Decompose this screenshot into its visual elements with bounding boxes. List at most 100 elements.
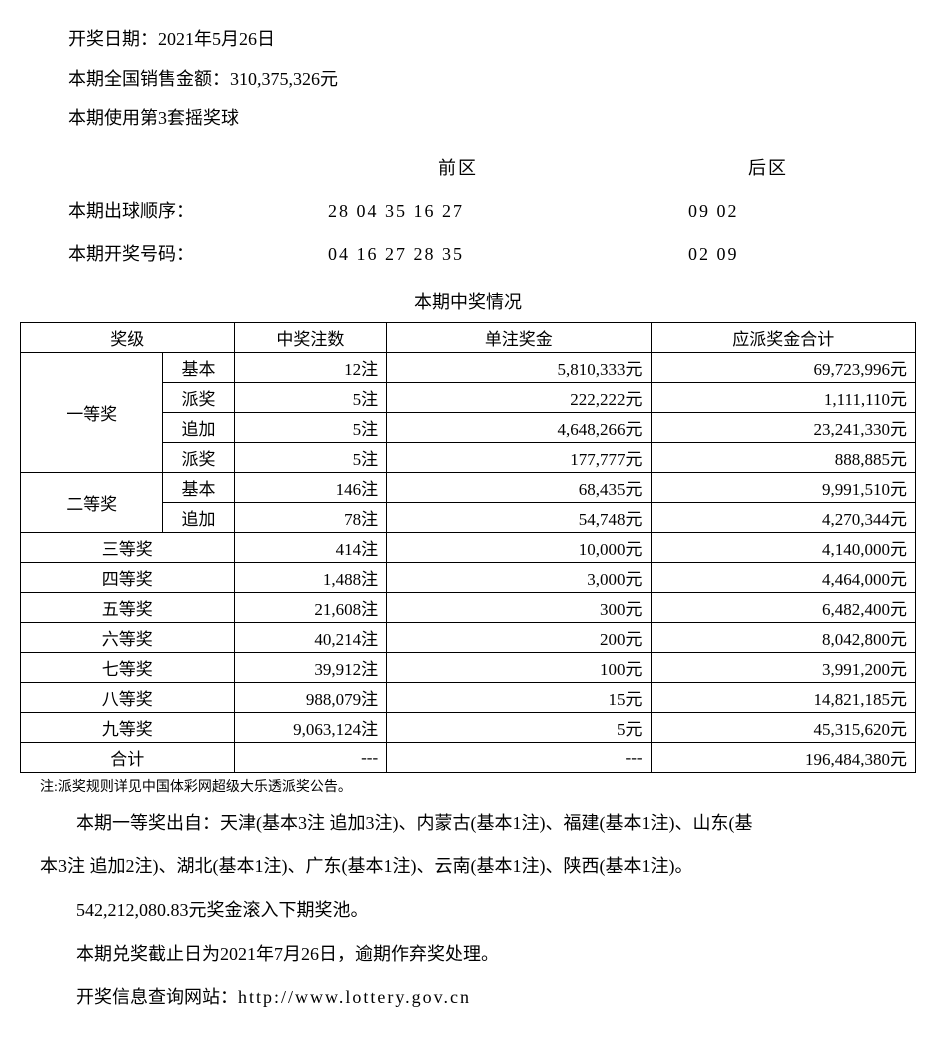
tier5-label: 五等奖 (21, 593, 235, 623)
tier2-add-count: 78注 (234, 503, 387, 533)
tier1-bonus2-count: 5注 (234, 443, 387, 473)
tier5-total: 6,482,400元 (651, 593, 915, 623)
table-row: 三等奖 414注 10,000元 4,140,000元 (21, 533, 916, 563)
draw-order-label: 本期出球顺序： (68, 190, 328, 233)
tier1-add-sub: 追加 (163, 413, 234, 443)
sum-total: 196,484,380元 (651, 743, 915, 773)
sales-label: 本期全国销售金额： (68, 69, 230, 89)
winning-back: 02 09 (688, 233, 888, 276)
tier4-label: 四等奖 (21, 563, 235, 593)
tier2-add-total: 4,270,344元 (651, 503, 915, 533)
tier6-amount: 200元 (387, 623, 651, 653)
tier1-add-amount: 4,648,266元 (387, 413, 651, 443)
tier9-label: 九等奖 (21, 713, 235, 743)
tier7-total: 3,991,200元 (651, 653, 915, 683)
tier1-bonus2-sub: 派奖 (163, 443, 234, 473)
tier1-bonus-sub: 派奖 (163, 383, 234, 413)
winning-front: 04 16 27 28 35 (328, 233, 688, 276)
sum-count: --- (234, 743, 387, 773)
table-row: 二等奖 基本 146注 68,435元 9,991,510元 (21, 473, 916, 503)
tier1-bonus2-total: 888,885元 (651, 443, 915, 473)
sales-line: 本期全国销售金额：310,375,326元 (68, 60, 916, 100)
prize-table: 奖级 中奖注数 单注奖金 应派奖金合计 一等奖 基本 12注 5,810,333… (20, 322, 916, 773)
sales-value: 310,375,326元 (230, 69, 338, 89)
tier1-label: 一等奖 (21, 353, 163, 473)
tier9-total: 45,315,620元 (651, 713, 915, 743)
tier2-basic-amount: 68,435元 (387, 473, 651, 503)
tier2-basic-sub: 基本 (163, 473, 234, 503)
th-total: 应派奖金合计 (651, 323, 915, 353)
tier3-amount: 10,000元 (387, 533, 651, 563)
draw-order-row: 本期出球顺序： 28 04 35 16 27 09 02 (68, 190, 916, 233)
bonus-rule-note: 注:派奖规则详见中国体彩网超级大乐透派奖公告。 (20, 777, 916, 799)
tier8-label: 八等奖 (21, 683, 235, 713)
draw-date-line: 开奖日期：2021年5月26日 (68, 20, 916, 60)
tier7-amount: 100元 (387, 653, 651, 683)
tier2-add-amount: 54,748元 (387, 503, 651, 533)
table-title: 本期中奖情况 (20, 288, 916, 314)
tier9-amount: 5元 (387, 713, 651, 743)
tier1-bonus2-amount: 177,777元 (387, 443, 651, 473)
back-area-label: 后区 (688, 147, 888, 190)
tier1-basic-count: 12注 (234, 353, 387, 383)
draw-order-back: 09 02 (688, 190, 888, 233)
tier3-label: 三等奖 (21, 533, 235, 563)
tier3-count: 414注 (234, 533, 387, 563)
tier8-amount: 15元 (387, 683, 651, 713)
front-area-label: 前区 (328, 147, 688, 190)
website-line: 开奖信息查询网站：http://www.lottery.gov.cn (20, 978, 916, 1018)
table-row: 九等奖 9,063,124注 5元 45,315,620元 (21, 713, 916, 743)
tier2-label: 二等奖 (21, 473, 163, 533)
sum-label: 合计 (21, 743, 235, 773)
tier7-count: 39,912注 (234, 653, 387, 683)
table-row: 五等奖 21,608注 300元 6,482,400元 (21, 593, 916, 623)
tier8-total: 14,821,185元 (651, 683, 915, 713)
tier4-amount: 3,000元 (387, 563, 651, 593)
table-row: 六等奖 40,214注 200元 8,042,800元 (21, 623, 916, 653)
tier9-count: 9,063,124注 (234, 713, 387, 743)
tier8-count: 988,079注 (234, 683, 387, 713)
winners-para-b: 本3注 追加2注)、湖北(基本1注)、广东(基本1注)、云南(基本1注)、陕西(… (20, 847, 916, 887)
tier7-label: 七等奖 (21, 653, 235, 683)
th-level: 奖级 (21, 323, 235, 353)
ball-set-line: 本期使用第3套摇奖球 (68, 99, 916, 139)
tier4-total: 4,464,000元 (651, 563, 915, 593)
tier2-add-sub: 追加 (163, 503, 234, 533)
tier2-basic-count: 146注 (234, 473, 387, 503)
winners-para-a: 本期一等奖出自：天津(基本3注 追加3注)、内蒙古(基本1注)、福建(基本1注)… (20, 804, 916, 844)
draw-date-label: 开奖日期： (68, 29, 158, 49)
tier1-bonus-amount: 222,222元 (387, 383, 651, 413)
website-url: http://www.lottery.gov.cn (238, 987, 471, 1007)
table-row: 一等奖 基本 12注 5,810,333元 69,723,996元 (21, 353, 916, 383)
deadline-line: 本期兑奖截止日为2021年7月26日，逾期作弃奖处理。 (20, 935, 916, 975)
tier6-label: 六等奖 (21, 623, 235, 653)
tier1-add-total: 23,241,330元 (651, 413, 915, 443)
tier1-basic-total: 69,723,996元 (651, 353, 915, 383)
table-row: 四等奖 1,488注 3,000元 4,464,000元 (21, 563, 916, 593)
tier5-amount: 300元 (387, 593, 651, 623)
tier1-bonus-count: 5注 (234, 383, 387, 413)
tier4-count: 1,488注 (234, 563, 387, 593)
website-label: 开奖信息查询网站： (76, 987, 238, 1007)
tier6-total: 8,042,800元 (651, 623, 915, 653)
table-header-row: 奖级 中奖注数 单注奖金 应派奖金合计 (21, 323, 916, 353)
tier5-count: 21,608注 (234, 593, 387, 623)
th-count: 中奖注数 (234, 323, 387, 353)
table-row: 八等奖 988,079注 15元 14,821,185元 (21, 683, 916, 713)
winning-label: 本期开奖号码： (68, 233, 328, 276)
tier1-basic-sub: 基本 (163, 353, 234, 383)
tier2-basic-total: 9,991,510元 (651, 473, 915, 503)
draw-order-front: 28 04 35 16 27 (328, 190, 688, 233)
draw-date-value: 2021年5月26日 (158, 29, 275, 49)
tier1-bonus-total: 1,111,110元 (651, 383, 915, 413)
tier1-basic-amount: 5,810,333元 (387, 353, 651, 383)
tier6-count: 40,214注 (234, 623, 387, 653)
tier3-total: 4,140,000元 (651, 533, 915, 563)
rollover-line: 542,212,080.83元奖金滚入下期奖池。 (20, 891, 916, 931)
table-row-sum: 合计 --- --- 196,484,380元 (21, 743, 916, 773)
th-amount: 单注奖金 (387, 323, 651, 353)
sum-amount: --- (387, 743, 651, 773)
numbers-header-row: 前区 后区 (68, 147, 916, 190)
winning-numbers-row: 本期开奖号码： 04 16 27 28 35 02 09 (68, 233, 916, 276)
tier1-add-count: 5注 (234, 413, 387, 443)
